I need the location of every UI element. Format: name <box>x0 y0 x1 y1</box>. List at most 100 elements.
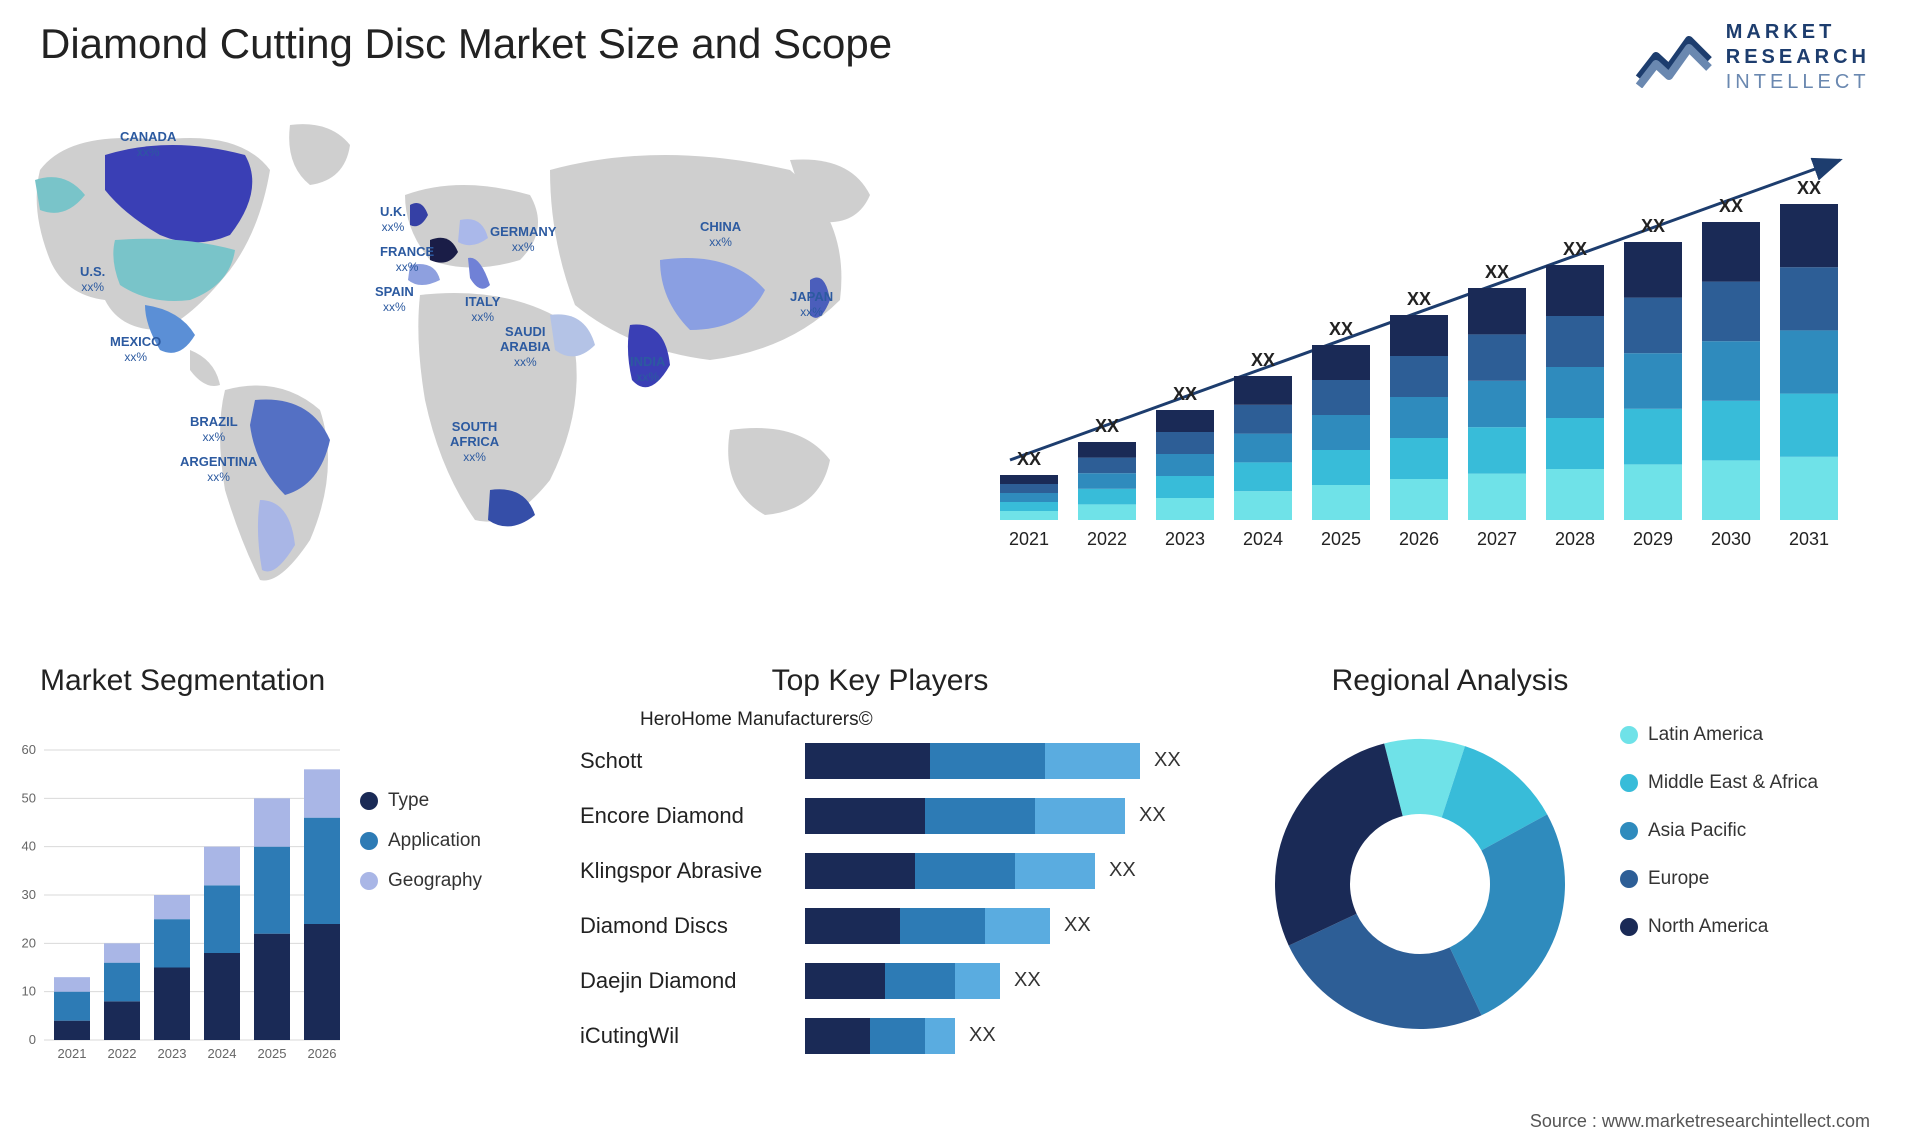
player-name: Encore Diamond <box>580 803 805 829</box>
players-title: Top Key Players <box>580 664 1180 698</box>
logo-line1: MARKET <box>1726 20 1870 45</box>
svg-text:XX: XX <box>1563 239 1587 259</box>
region-legend-item: Europe <box>1620 868 1818 890</box>
player-name: Klingspor Abrasive <box>580 858 805 884</box>
svg-text:2030: 2030 <box>1711 529 1751 549</box>
players-list: HeroHome Manufacturers© SchottXXEncore D… <box>580 709 1220 1063</box>
region-legend-item: North America <box>1620 916 1818 938</box>
map-label-us: U.S.xx% <box>80 265 105 295</box>
map-label-argentina: ARGENTINAxx% <box>180 455 257 485</box>
svg-text:XX: XX <box>1095 416 1119 436</box>
svg-text:60: 60 <box>22 742 36 757</box>
player-bar: XX <box>805 743 1181 779</box>
svg-text:XX: XX <box>1017 449 1041 469</box>
seg-legend-item: Geography <box>360 870 482 892</box>
svg-text:XX: XX <box>1797 178 1821 198</box>
player-bar: XX <box>805 908 1091 944</box>
region-legend-item: Latin America <box>1620 724 1818 746</box>
svg-text:2031: 2031 <box>1789 529 1829 549</box>
seg-legend-item: Type <box>360 790 482 812</box>
map-label-brazil: BRAZILxx% <box>190 415 238 445</box>
map-label-india: INDIAxx% <box>630 355 665 385</box>
svg-text:50: 50 <box>22 790 36 805</box>
player-name: iCutingWil <box>580 1023 805 1049</box>
player-row: Klingspor Abrasive XX <box>580 843 1220 898</box>
player-name: Schott <box>580 748 805 774</box>
svg-text:XX: XX <box>1485 262 1509 282</box>
players-subtitle: HeroHome Manufacturers© <box>640 709 1220 731</box>
svg-text:2024: 2024 <box>1243 529 1283 549</box>
map-label-italy: ITALYxx% <box>465 295 500 325</box>
growth-chart: XX 2021 XX 2022 XX 2023 XX 2024 XX 2025 XX 2026 XX 20… <box>980 150 1860 580</box>
svg-text:2023: 2023 <box>158 1046 187 1061</box>
segmentation-section: Market Segmentation <box>40 664 590 698</box>
region-legend-item: Asia Pacific <box>1620 820 1818 842</box>
map-label-china: CHINAxx% <box>700 220 741 250</box>
svg-text:XX: XX <box>1407 289 1431 309</box>
player-value: XX <box>969 1024 996 1047</box>
player-bar: XX <box>805 853 1136 889</box>
player-row: iCutingWil XX <box>580 1008 1220 1063</box>
map-label-japan: JAPANxx% <box>790 290 833 320</box>
footer-source: Source : www.marketresearchintellect.com <box>1530 1111 1870 1132</box>
segmentation-legend: Type Application Geography <box>360 790 482 910</box>
player-value: XX <box>1139 804 1166 827</box>
player-bar: XX <box>805 1018 996 1054</box>
brand-logo: MARKET RESEARCH INTELLECT <box>1634 20 1870 95</box>
svg-text:0: 0 <box>29 1032 36 1047</box>
player-row: Schott XX <box>580 733 1220 788</box>
player-value: XX <box>1154 749 1181 772</box>
svg-text:2025: 2025 <box>1321 529 1361 549</box>
regional-legend: Latin America Middle East & Africa Asia Pa… <box>1620 724 1818 964</box>
svg-text:2024: 2024 <box>208 1046 237 1061</box>
player-name: Daejin Diamond <box>580 968 805 994</box>
svg-text:2022: 2022 <box>108 1046 137 1061</box>
svg-text:2025: 2025 <box>258 1046 287 1061</box>
svg-text:2023: 2023 <box>1165 529 1205 549</box>
player-row: Daejin Diamond XX <box>580 953 1220 1008</box>
seg-legend-item: Application <box>360 830 482 852</box>
map-label-germany: GERMANYxx% <box>490 225 556 255</box>
svg-text:2026: 2026 <box>1399 529 1439 549</box>
svg-text:XX: XX <box>1329 319 1353 339</box>
svg-text:XX: XX <box>1719 196 1743 216</box>
logo-line2: RESEARCH <box>1726 45 1870 70</box>
map-label-saudiarabia: SAUDIARABIAxx% <box>500 325 551 370</box>
map-label-mexico: MEXICOxx% <box>110 335 161 365</box>
svg-text:2021: 2021 <box>1009 529 1049 549</box>
svg-text:2021: 2021 <box>58 1046 87 1061</box>
map-label-france: FRANCExx% <box>380 245 434 275</box>
page-title: Diamond Cutting Disc Market Size and Sco… <box>40 20 892 68</box>
svg-text:20: 20 <box>22 935 36 950</box>
segmentation-title: Market Segmentation <box>40 664 590 698</box>
player-bar: XX <box>805 798 1166 834</box>
map-label-southafrica: SOUTHAFRICAxx% <box>450 420 499 465</box>
svg-text:XX: XX <box>1173 384 1197 404</box>
svg-text:2026: 2026 <box>308 1046 337 1061</box>
svg-text:2022: 2022 <box>1087 529 1127 549</box>
world-map: CANADAxx% U.S.xx% MEXICOxx% BRAZILxx% ARGENT… <box>10 100 890 600</box>
map-label-canada: CANADAxx% <box>120 130 176 160</box>
segmentation-chart: 0 10 20 30 40 50 60 2021 2022 2023 2024 2025 2026 <box>10 740 350 1080</box>
svg-text:30: 30 <box>22 887 36 902</box>
svg-text:2027: 2027 <box>1477 529 1517 549</box>
regional-section: Regional Analysis Latin AmericaMiddle Ea… <box>1290 664 1890 698</box>
players-section: Top Key Players HeroHome Manufacturers© … <box>580 664 1220 698</box>
player-value: XX <box>1064 914 1091 937</box>
player-row: Encore Diamond XX <box>580 788 1220 843</box>
svg-text:XX: XX <box>1251 350 1275 370</box>
logo-mark-icon <box>1634 28 1714 88</box>
region-legend-item: Middle East & Africa <box>1620 772 1818 794</box>
regional-donut <box>1260 724 1580 1049</box>
map-label-uk: U.K.xx% <box>380 205 406 235</box>
svg-text:40: 40 <box>22 839 36 854</box>
regional-title: Regional Analysis <box>1230 664 1670 698</box>
logo-line3: INTELLECT <box>1726 70 1870 95</box>
player-value: XX <box>1014 969 1041 992</box>
svg-text:XX: XX <box>1641 216 1665 236</box>
svg-text:2029: 2029 <box>1633 529 1673 549</box>
player-name: Diamond Discs <box>580 913 805 939</box>
player-value: XX <box>1109 859 1136 882</box>
svg-text:10: 10 <box>22 984 36 999</box>
svg-text:2028: 2028 <box>1555 529 1595 549</box>
